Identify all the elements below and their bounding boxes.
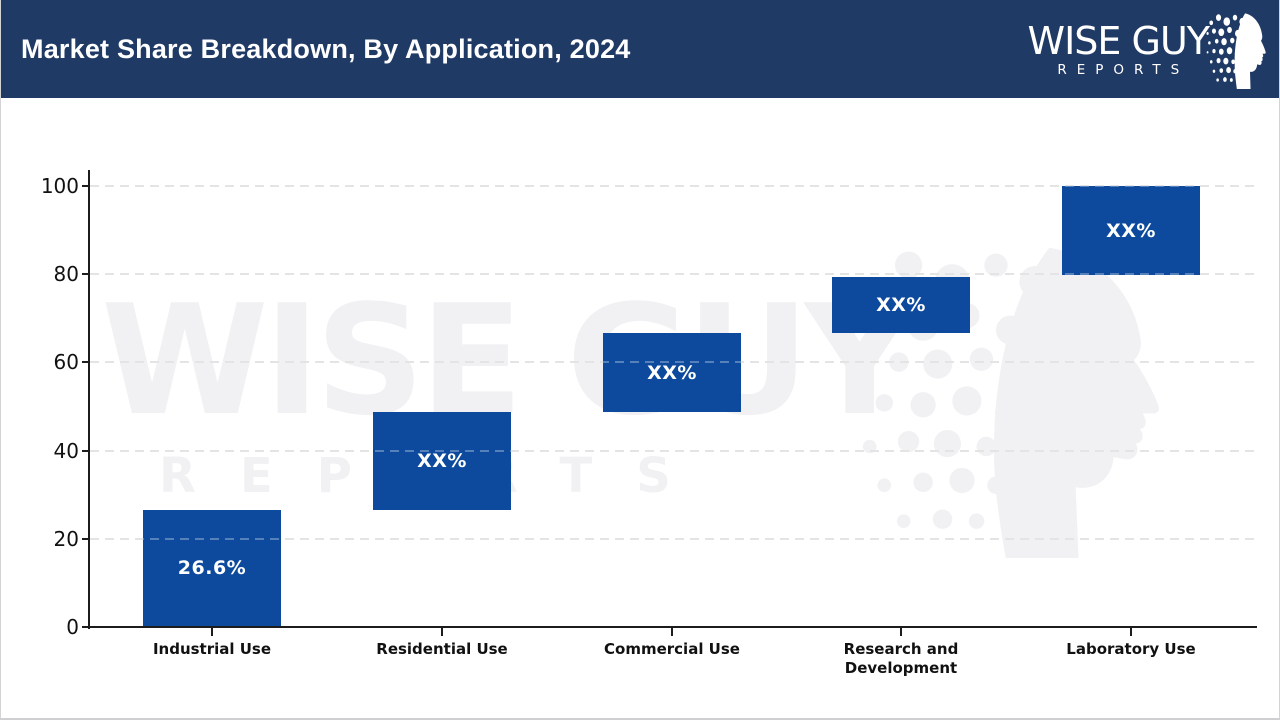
x-category-label-4: Laboratory Use xyxy=(1066,640,1196,658)
bar-value-label: XX% xyxy=(417,449,467,472)
bar-value-label: XX% xyxy=(1106,219,1156,242)
bar-value-label: XX% xyxy=(647,361,697,384)
logo-wordmark-line2: REPORTS xyxy=(1057,62,1190,78)
y-axis-tick-60 xyxy=(82,361,89,364)
y-tick-label-40: 40 xyxy=(53,438,79,463)
y-axis-tick-0 xyxy=(82,626,89,628)
logo-wordmark-line1: WISE GUY xyxy=(1027,19,1210,63)
header-bar: Market Share Breakdown, By Application, … xyxy=(1,0,1279,98)
y-axis-line xyxy=(88,170,90,629)
y-tick-label-80: 80 xyxy=(53,262,79,287)
bar-value-label: XX% xyxy=(876,294,926,317)
gridline-80 xyxy=(90,273,1257,276)
bar-residential-use: XX% xyxy=(373,411,511,510)
gridline-overlay-80 xyxy=(90,273,1257,276)
y-axis-tick-20 xyxy=(82,537,89,540)
gridline-overlay-40 xyxy=(90,449,1257,452)
x-category-label-1: Residential Use xyxy=(376,640,508,658)
bar-research-and-development: XX% xyxy=(832,276,970,334)
gridline-100 xyxy=(90,185,1257,187)
x-axis-tick-2 xyxy=(671,628,673,636)
bar-commercial-use: XX% xyxy=(603,333,741,412)
x-category-label-0: Industrial Use xyxy=(152,640,272,658)
gridline-overlay-60 xyxy=(90,361,1257,364)
y-axis-tick-40 xyxy=(82,449,89,452)
y-axis-tick-100 xyxy=(82,185,89,187)
bar-laboratory-use: XX% xyxy=(1062,186,1200,276)
x-axis-tick-0 xyxy=(211,628,213,636)
y-tick-label-60: 60 xyxy=(53,350,79,375)
y-axis-tick-80 xyxy=(82,273,89,276)
chart-area: 0 20 40 60 80 100 26.6% XX% XX% XX% XX% Industrial … xyxy=(1,98,1279,718)
x-axis-line xyxy=(88,626,1257,628)
gridline-overlay-100 xyxy=(90,185,1257,187)
gridline-20 xyxy=(90,537,1257,540)
x-category-label-2: Commercial Use xyxy=(604,640,740,658)
x-axis-tick-1 xyxy=(441,628,443,636)
gridline-overlay-20 xyxy=(90,537,1257,540)
logo-wordmark: WISE GUY REPORTS xyxy=(1027,19,1210,79)
x-category-label-3: Research and Development xyxy=(843,640,959,677)
bar-value-label: 26.6% xyxy=(177,557,247,580)
y-tick-label-100: 100 xyxy=(40,174,79,198)
y-tick-label-20: 20 xyxy=(53,526,79,551)
x-axis-tick-3 xyxy=(900,628,902,636)
gridline-40 xyxy=(90,449,1257,452)
logo-head-icon xyxy=(1206,13,1266,89)
y-tick-label-0: 0 xyxy=(66,615,79,639)
bar-industrial-use: 26.6% xyxy=(143,509,281,627)
page-title: Market Share Breakdown, By Application, … xyxy=(21,33,631,64)
brand-logo: WISE GUY REPORTS xyxy=(1028,4,1267,96)
x-axis-tick-4 xyxy=(1130,628,1132,636)
